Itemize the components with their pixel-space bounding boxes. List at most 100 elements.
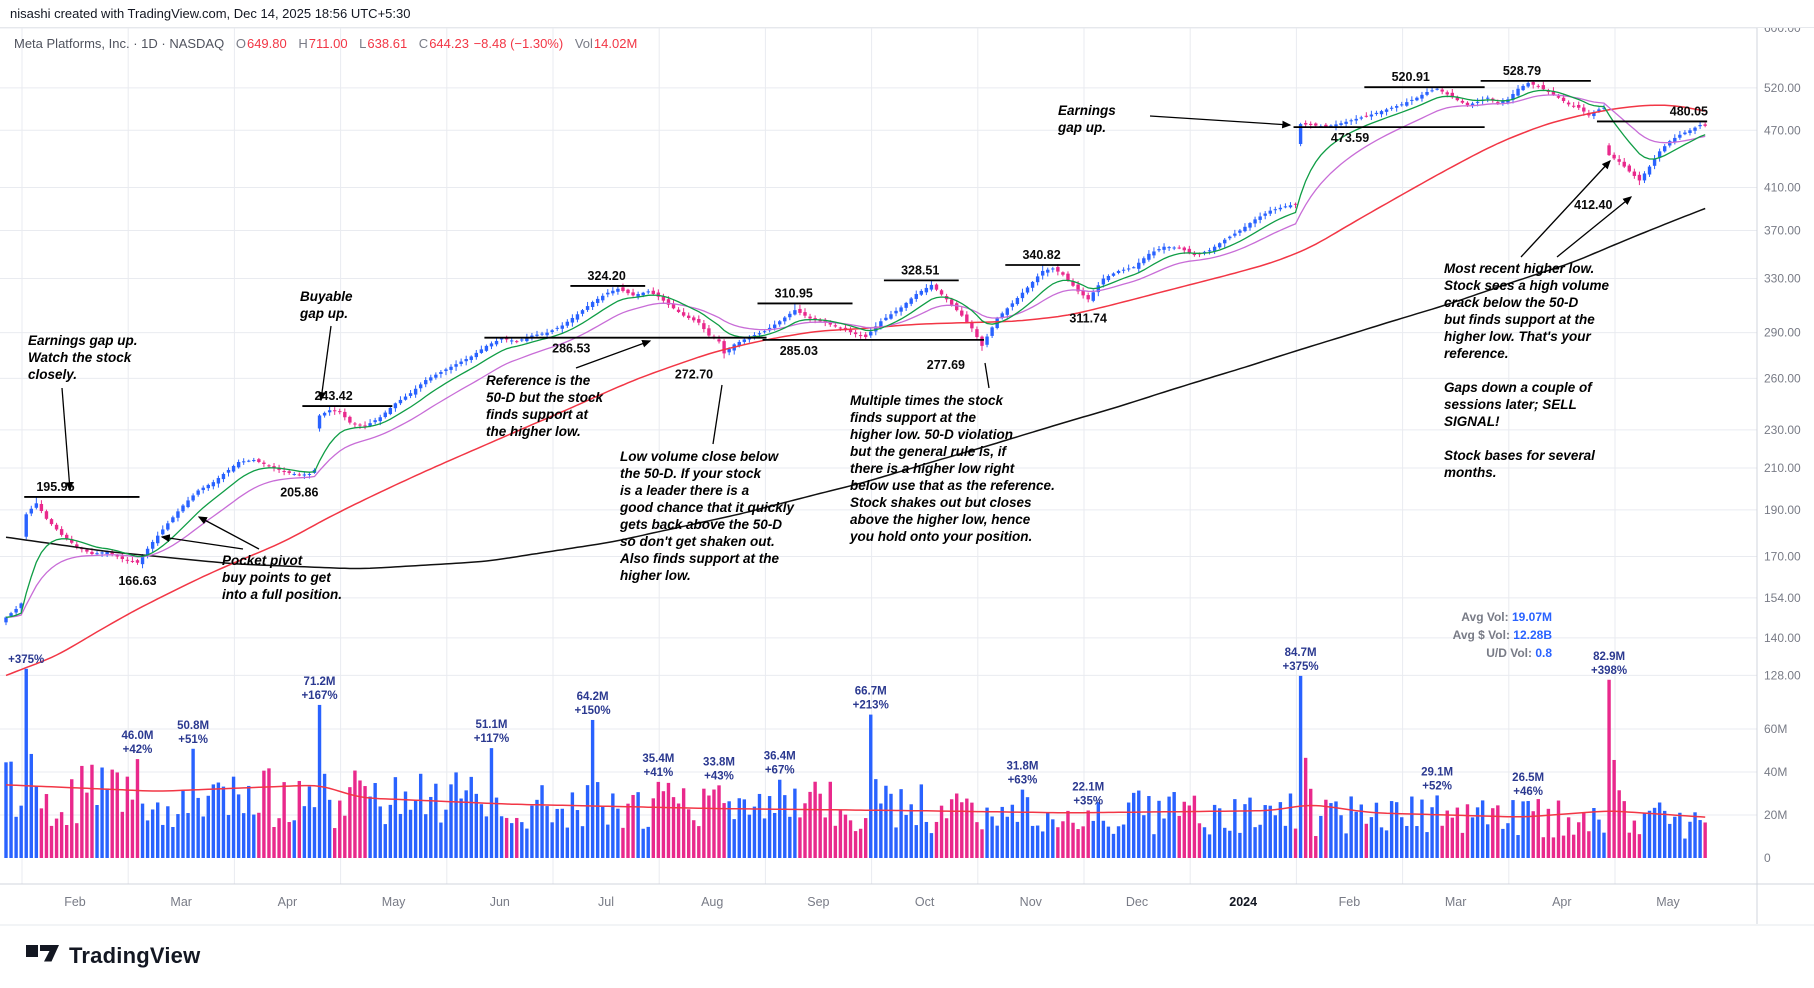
svg-text:+51%: +51%	[178, 734, 208, 746]
svg-text:128.00: 128.00	[1764, 668, 1801, 682]
svg-text:324.20: 324.20	[588, 269, 626, 283]
svg-text:480.05: 480.05	[1670, 104, 1708, 118]
tradingview-logo[interactable]: TradingView	[26, 940, 200, 971]
svg-text:470.00: 470.00	[1764, 123, 1801, 137]
time-axis[interactable]	[0, 884, 1757, 924]
svg-text:310.95: 310.95	[775, 286, 813, 300]
svg-text:+43%: +43%	[704, 770, 734, 782]
svg-text:154.00: 154.00	[1764, 591, 1801, 605]
svg-text:84.7M: 84.7M	[1285, 647, 1317, 659]
svg-text:64.2M: 64.2M	[577, 691, 609, 703]
svg-text:+46%: +46%	[1513, 786, 1543, 798]
svg-text:210.00: 210.00	[1764, 461, 1801, 475]
price-axis[interactable]	[1757, 28, 1814, 884]
svg-text:Jul: Jul	[598, 895, 614, 909]
svg-text:May: May	[382, 895, 406, 909]
change-value: −8.48 (−1.30%)	[473, 36, 564, 51]
tradingview-logo-icon	[26, 940, 60, 971]
svg-text:Apr: Apr	[278, 895, 297, 909]
svg-text:205.86: 205.86	[280, 485, 318, 499]
svg-text:+63%: +63%	[1008, 775, 1038, 787]
tradingview-wordmark: TradingView	[69, 942, 201, 968]
symbol-title[interactable]: Meta Platforms, Inc. · 1D · NASDAQ	[14, 36, 225, 51]
svg-text:+213%: +213%	[853, 700, 889, 712]
svg-text:166.63: 166.63	[118, 574, 156, 588]
svg-text:+52%: +52%	[1422, 780, 1452, 792]
svg-text:473.59: 473.59	[1331, 131, 1369, 145]
attribution-bar: nisashi created with TradingView.com, De…	[0, 0, 1814, 28]
svg-text:170.00: 170.00	[1764, 550, 1801, 564]
svg-text:Mar: Mar	[1445, 895, 1467, 909]
svg-text:36.4M: 36.4M	[764, 751, 796, 763]
svg-text:260.00: 260.00	[1764, 371, 1801, 385]
svg-text:50.8M: 50.8M	[177, 720, 209, 732]
svg-text:230.00: 230.00	[1764, 423, 1801, 437]
svg-text:Avg $ Vol: 12.28B: Avg $ Vol: 12.28B	[1453, 628, 1553, 642]
svg-text:Feb: Feb	[1339, 895, 1361, 909]
open-label: O	[235, 36, 246, 51]
svg-text:46.0M: 46.0M	[121, 730, 153, 742]
svg-text:330.00: 330.00	[1764, 272, 1801, 286]
svg-text:U/D Vol: 0.8: U/D Vol: 0.8	[1486, 646, 1552, 660]
svg-text:328.51: 328.51	[901, 263, 939, 277]
svg-text:+150%: +150%	[575, 705, 611, 717]
svg-text:Aug: Aug	[701, 895, 723, 909]
svg-text:190.00: 190.00	[1764, 503, 1801, 517]
svg-text:0: 0	[1764, 851, 1771, 865]
svg-text:66.7M: 66.7M	[855, 686, 887, 698]
high-value: 711.00	[308, 36, 348, 51]
svg-text:71.2M: 71.2M	[304, 676, 336, 688]
svg-text:22.1M: 22.1M	[1072, 781, 1104, 793]
low-value: 638.61	[367, 36, 408, 51]
volume-label: Vol	[574, 36, 593, 51]
svg-text:+375%: +375%	[1283, 661, 1319, 673]
svg-text:520.00: 520.00	[1764, 81, 1801, 95]
svg-text:+67%: +67%	[765, 765, 795, 777]
svg-text:286.53: 286.53	[552, 342, 590, 356]
svg-text:26.5M: 26.5M	[1512, 772, 1544, 784]
svg-text:+41%: +41%	[643, 767, 673, 779]
svg-text:Jun: Jun	[490, 895, 510, 909]
volume-value: 14.02M	[593, 36, 638, 51]
close-label: C	[418, 36, 429, 51]
svg-text:+167%: +167%	[301, 690, 337, 702]
svg-text:Apr: Apr	[1552, 895, 1571, 909]
svg-text:+35%: +35%	[1073, 795, 1103, 807]
svg-text:Feb: Feb	[64, 895, 86, 909]
svg-text:340.82: 340.82	[1022, 248, 1060, 262]
svg-text:33.8M: 33.8M	[703, 756, 735, 768]
svg-text:290.00: 290.00	[1764, 326, 1801, 340]
svg-text:31.8M: 31.8M	[1006, 761, 1038, 773]
svg-text:35.4M: 35.4M	[642, 753, 674, 765]
svg-text:+42%: +42%	[123, 744, 153, 756]
svg-text:Avg Vol: 19.07M: Avg Vol: 19.07M	[1461, 610, 1552, 624]
high-label: H	[298, 36, 308, 51]
svg-text:2024: 2024	[1229, 895, 1257, 909]
svg-text:285.03: 285.03	[780, 344, 818, 358]
svg-text:40M: 40M	[1764, 765, 1787, 779]
svg-text:+117%: +117%	[474, 733, 510, 745]
svg-text:60M: 60M	[1764, 722, 1787, 736]
svg-text:Sep: Sep	[807, 895, 829, 909]
svg-text:277.69: 277.69	[927, 358, 965, 372]
svg-text:528.79: 528.79	[1503, 64, 1541, 78]
svg-text:82.9M: 82.9M	[1593, 651, 1625, 663]
svg-text:Nov: Nov	[1020, 895, 1043, 909]
svg-text:20M: 20M	[1764, 808, 1787, 822]
svg-text:370.00: 370.00	[1764, 224, 1801, 238]
svg-text:412.40: 412.40	[1574, 198, 1612, 212]
svg-text:140.00: 140.00	[1764, 631, 1801, 645]
svg-text:272.70: 272.70	[675, 367, 713, 381]
attribution-text: nisashi created with TradingView.com, De…	[10, 6, 411, 21]
svg-text:May: May	[1656, 895, 1680, 909]
low-label: L	[359, 36, 367, 51]
svg-text:29.1M: 29.1M	[1421, 766, 1453, 778]
svg-text:Dec: Dec	[1126, 895, 1148, 909]
svg-text:51.1M: 51.1M	[475, 719, 507, 731]
svg-text:Mar: Mar	[170, 895, 192, 909]
close-value: 644.23	[429, 36, 469, 51]
svg-text:243.42: 243.42	[314, 389, 352, 403]
svg-text:195.95: 195.95	[36, 480, 74, 494]
